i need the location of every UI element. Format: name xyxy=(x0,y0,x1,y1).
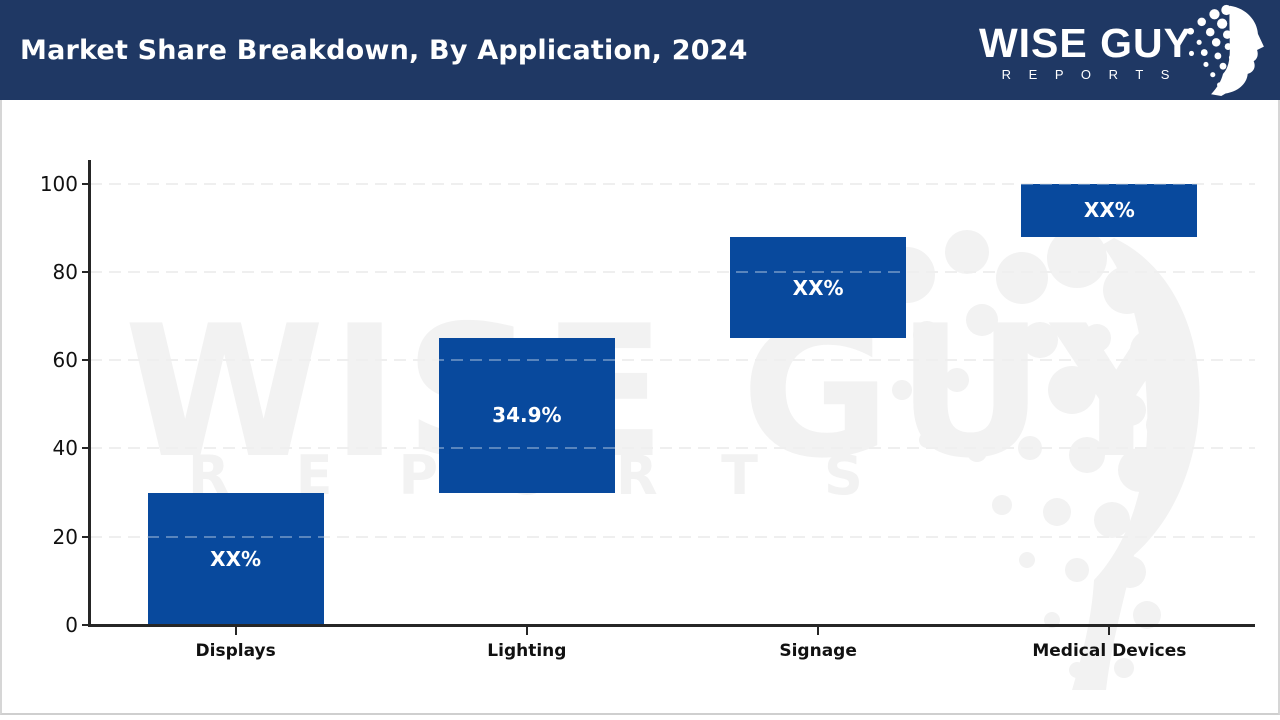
category-label-signage: Signage xyxy=(779,641,857,661)
x-axis-tick-mark xyxy=(817,627,820,635)
logo-wordmark: WISE GUY xyxy=(978,19,1192,66)
logo-subtext: R E P O R T S xyxy=(1001,66,1177,82)
gridline-overlay xyxy=(90,182,1255,185)
y-axis-tick-label: 60 xyxy=(52,348,78,373)
x-axis-tick-mark xyxy=(525,627,528,635)
gridline xyxy=(90,535,1255,538)
gridline-overlay xyxy=(90,447,1255,450)
y-axis-tick-mark xyxy=(82,535,90,538)
bar-value-label: 34.9% xyxy=(492,403,562,428)
y-axis-spine xyxy=(88,159,91,625)
brand-logo: WISE GUY R E P O R T S xyxy=(979,4,1266,96)
gridline xyxy=(90,359,1255,362)
category-label-medical-devices: Medical Devices xyxy=(1032,641,1187,661)
page-title: Market Share Breakdown, By Application, … xyxy=(20,34,748,66)
y-axis-tick-label: 20 xyxy=(52,524,78,549)
y-axis-tick-mark xyxy=(82,447,90,450)
x-axis-tick-mark xyxy=(1108,627,1111,635)
y-axis-tick-label: 40 xyxy=(52,436,78,461)
gridline xyxy=(90,182,1255,185)
bar-segment-medical-devices: XX% xyxy=(1021,183,1198,237)
x-axis-tick-mark xyxy=(234,627,237,635)
bar-value-label: XX% xyxy=(1083,198,1135,223)
bar-value-label: XX% xyxy=(210,546,262,571)
gridline-overlay xyxy=(90,359,1255,362)
gridline xyxy=(90,270,1255,273)
gridline xyxy=(90,447,1255,450)
header-bar: Market Share Breakdown, By Application, … xyxy=(0,0,1280,100)
y-axis-tick-mark xyxy=(82,270,90,273)
bar-segment-signage: XX% xyxy=(730,236,907,339)
y-axis-tick-label: 80 xyxy=(52,259,78,284)
y-axis-tick-mark xyxy=(82,182,90,185)
y-axis-tick-label: 100 xyxy=(39,171,78,196)
y-axis-tick-mark xyxy=(82,624,90,626)
y-axis-tick-label: 0 xyxy=(65,613,78,637)
bar-value-label: XX% xyxy=(792,275,844,300)
gridline-overlay xyxy=(90,535,1255,538)
category-label-displays: Displays xyxy=(195,641,276,661)
category-label-lighting: Lighting xyxy=(487,641,567,661)
bar-segment-lighting: 34.9% xyxy=(438,338,615,493)
x-axis-spine xyxy=(88,624,1255,627)
gridline-overlay xyxy=(90,270,1255,273)
brand-logo-text: WISE GUY R E P O R T S xyxy=(978,19,1192,82)
watermark-face-icon xyxy=(879,228,1200,690)
bar-segment-displays: XX% xyxy=(147,492,324,625)
y-axis-tick-mark xyxy=(82,359,90,362)
logo-face-icon xyxy=(1187,4,1264,96)
